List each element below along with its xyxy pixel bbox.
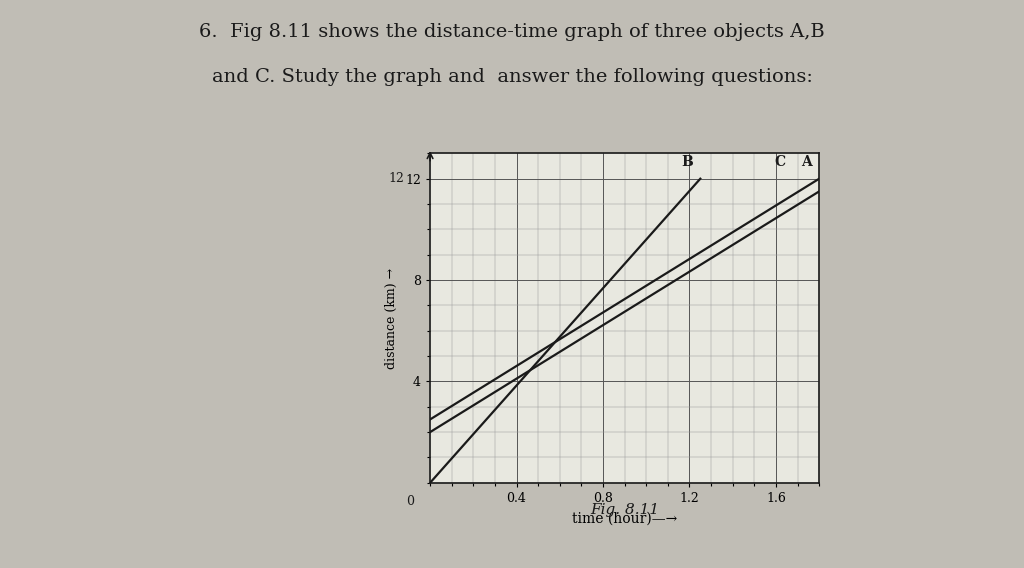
- Text: and C. Study the graph and  answer the following questions:: and C. Study the graph and answer the fo…: [212, 68, 812, 86]
- Text: A: A: [801, 154, 812, 169]
- Text: 6.  Fig 8.11 shows the distance-time graph of three objects A,B: 6. Fig 8.11 shows the distance-time grap…: [199, 23, 825, 41]
- Y-axis label: distance (km) →: distance (km) →: [385, 268, 398, 369]
- Text: Fig. 8.11: Fig. 8.11: [590, 503, 659, 517]
- Text: B: B: [681, 154, 693, 169]
- Text: 0: 0: [407, 495, 415, 508]
- Text: 12: 12: [388, 172, 404, 185]
- Text: C: C: [775, 154, 785, 169]
- X-axis label: time (hour)—→: time (hour)—→: [572, 512, 677, 526]
